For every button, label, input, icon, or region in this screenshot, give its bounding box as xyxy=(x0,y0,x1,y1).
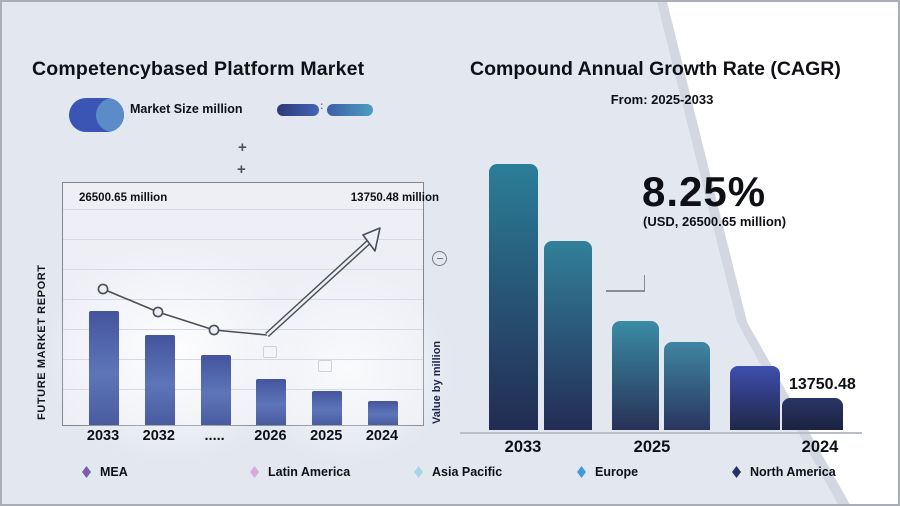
step-decoration-line xyxy=(606,290,645,292)
annotation-right-value: 13750.48 million xyxy=(350,192,439,204)
cagr-bar-2033-secondary xyxy=(544,241,592,430)
legend-item: North America xyxy=(732,464,836,480)
left-chart-title: Competencybased Platform Market xyxy=(32,58,365,80)
trend-line-overlay xyxy=(97,227,381,338)
step-decoration-line xyxy=(643,275,645,291)
diamond-icon xyxy=(577,466,586,478)
x-label: 2033 xyxy=(86,428,120,444)
legend-item: MEA xyxy=(82,464,128,480)
cagr-bar-2024-primary xyxy=(730,366,780,430)
bar-2026 xyxy=(256,379,287,425)
legend-item: Asia Pacific xyxy=(414,464,502,480)
right-chart-title: Compound Annual Growth Rate (CAGR) xyxy=(470,58,841,80)
diamond-icon xyxy=(732,466,741,478)
trend-marker xyxy=(97,283,109,295)
cagr-value: 8.25% xyxy=(642,168,767,215)
background-blob xyxy=(233,263,463,473)
legend-label: Asia Pacific xyxy=(432,465,503,479)
pill-separator: : xyxy=(320,101,324,112)
annotation-left-value: 26500.65 million xyxy=(79,192,168,204)
gridline xyxy=(63,239,423,240)
gridline xyxy=(63,329,423,330)
diamond-icon xyxy=(250,466,259,478)
legend-label: MEA xyxy=(100,465,128,479)
faint-document-icon xyxy=(263,346,277,358)
value-axis-label: Value by million xyxy=(431,340,443,424)
legend-item: Latin America xyxy=(250,464,350,480)
market-size-chart-panel: 26500.65 million 13750.48 million xyxy=(38,182,463,473)
cagr-note: (USD, 26500.65 million) xyxy=(643,214,787,229)
trend-arrow-shaft-inner xyxy=(266,238,373,336)
legend-label: Latin America xyxy=(268,465,351,479)
cagr-bar-2033-primary xyxy=(489,164,538,430)
x-label: 2026 xyxy=(254,428,287,444)
legend-item: Europe xyxy=(577,464,638,480)
cagr-bar-2025-secondary xyxy=(664,342,710,430)
plus-mark-icon: + xyxy=(237,161,246,178)
x-label: ..... xyxy=(204,428,225,444)
market-size-legend-label: Market Size million xyxy=(130,102,243,116)
trend-marker xyxy=(152,306,164,318)
left-x-axis-labels: 2033 2032 ..... 2026 2025 2024 xyxy=(62,428,422,444)
legend-label: North America xyxy=(750,465,836,479)
left-bars xyxy=(63,183,423,425)
minus-circle-icon xyxy=(432,251,447,266)
trend-line xyxy=(102,288,268,336)
x-label: 2025 xyxy=(310,428,343,444)
gridline xyxy=(63,209,423,210)
cagr-bar-2025-primary xyxy=(612,321,659,430)
diamond-icon xyxy=(82,466,91,478)
cagr-bar-2024-secondary xyxy=(782,398,843,430)
bar-ellipsis xyxy=(200,355,231,425)
gridline xyxy=(63,269,423,270)
x-label: 2032 xyxy=(142,428,175,444)
gridline xyxy=(63,299,423,300)
right-chart-subtitle: From: 2025-2033 xyxy=(610,92,714,107)
gradient-pill-icon xyxy=(277,104,319,116)
gradient-pill-icon xyxy=(327,104,373,116)
bar-2033 xyxy=(89,311,119,425)
arrowhead-icon xyxy=(362,227,381,252)
x-label: 2033 xyxy=(504,438,542,456)
cylinder-icon xyxy=(69,98,124,132)
diamond-icon xyxy=(414,466,423,478)
bar-2032 xyxy=(144,335,175,425)
legend-label: Europe xyxy=(595,465,639,479)
x-label: 2024 xyxy=(365,428,399,444)
gridline xyxy=(63,359,423,360)
plus-mark-icon: + xyxy=(238,139,247,156)
bar-2024 xyxy=(367,401,398,425)
trend-marker xyxy=(208,324,220,336)
data-label-2024: 13750.48 xyxy=(789,376,856,393)
faint-document-icon xyxy=(318,360,332,372)
cylinder-cap-icon xyxy=(96,98,124,132)
x-label: 2025 xyxy=(633,438,671,456)
bar-2025 xyxy=(312,391,343,425)
gridline xyxy=(63,389,423,390)
x-label: 2024 xyxy=(801,438,839,456)
right-chart-axis-line xyxy=(460,432,862,434)
